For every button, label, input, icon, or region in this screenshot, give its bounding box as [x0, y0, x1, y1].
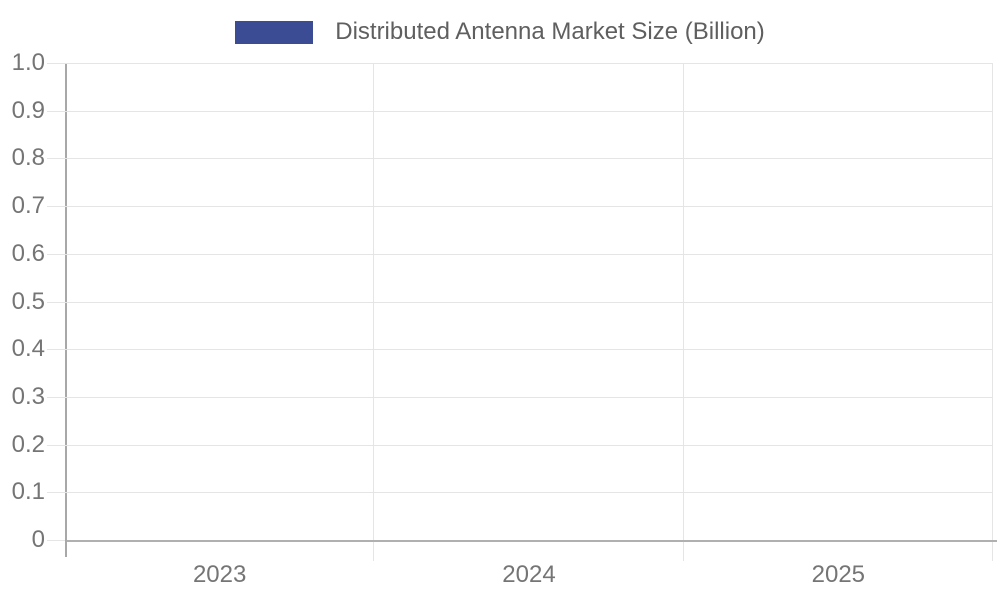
- y-axis-label: 1.0: [11, 49, 45, 76]
- y-axis-label: 0.1: [11, 478, 45, 506]
- y-gridline: [65, 444, 993, 446]
- y-tick: [47, 444, 65, 446]
- y-axis-label: 0.7: [11, 192, 45, 220]
- x-tick: [373, 542, 375, 561]
- x-tick: [992, 542, 993, 561]
- y-gridline: [65, 253, 993, 255]
- legend-swatch-icon: [235, 20, 314, 44]
- y-axis-label: 0.9: [11, 96, 45, 124]
- y-gridline: [65, 396, 993, 398]
- y-axis-label: 0.3: [11, 382, 45, 410]
- y-axis-label: 0.2: [11, 430, 45, 458]
- x-axis-label: 2023: [192, 561, 247, 588]
- x-gridline: [682, 63, 684, 540]
- y-gridline: [65, 63, 993, 64]
- legend-item[interactable]: Distributed Antenna Market Size (Billion…: [0, 14, 1000, 50]
- y-tick: [47, 253, 65, 255]
- x-axis-label: 2024: [502, 561, 556, 588]
- y-axis-line: [65, 63, 67, 557]
- y-gridline: [65, 349, 993, 351]
- y-tick: [47, 110, 65, 112]
- y-axis-label: 0.5: [11, 287, 45, 315]
- plot-area: 1.0 0.9 0.8 0.7 0.6 0.5 0.4 0.3 0.2 0.1 0 2023 2024 2…: [12, 49, 997, 588]
- y-gridline: [65, 206, 993, 208]
- y-gridline: [65, 301, 993, 303]
- y-tick: [47, 540, 65, 541]
- y-axis-label: 0: [31, 526, 45, 553]
- y-tick: [47, 492, 65, 494]
- y-axis-label: 0.8: [11, 144, 45, 172]
- y-tick: [47, 63, 65, 64]
- y-tick: [47, 301, 65, 303]
- y-gridline: [65, 158, 993, 160]
- y-tick: [47, 396, 65, 398]
- x-gridline: [373, 63, 375, 540]
- y-tick: [47, 349, 65, 351]
- y-tick: [47, 206, 65, 208]
- y-axis-label: 0.4: [11, 335, 45, 363]
- x-axis-label: 2025: [811, 561, 866, 588]
- x-gridline: [992, 63, 993, 540]
- y-gridline: [65, 110, 993, 112]
- x-axis-line: [65, 540, 997, 542]
- x-tick: [682, 542, 684, 561]
- y-axis-label: 0.6: [11, 239, 45, 267]
- legend-label: Distributed Antenna Market Size (Billion…: [335, 18, 765, 45]
- y-gridline: [65, 492, 993, 494]
- y-tick: [47, 158, 65, 160]
